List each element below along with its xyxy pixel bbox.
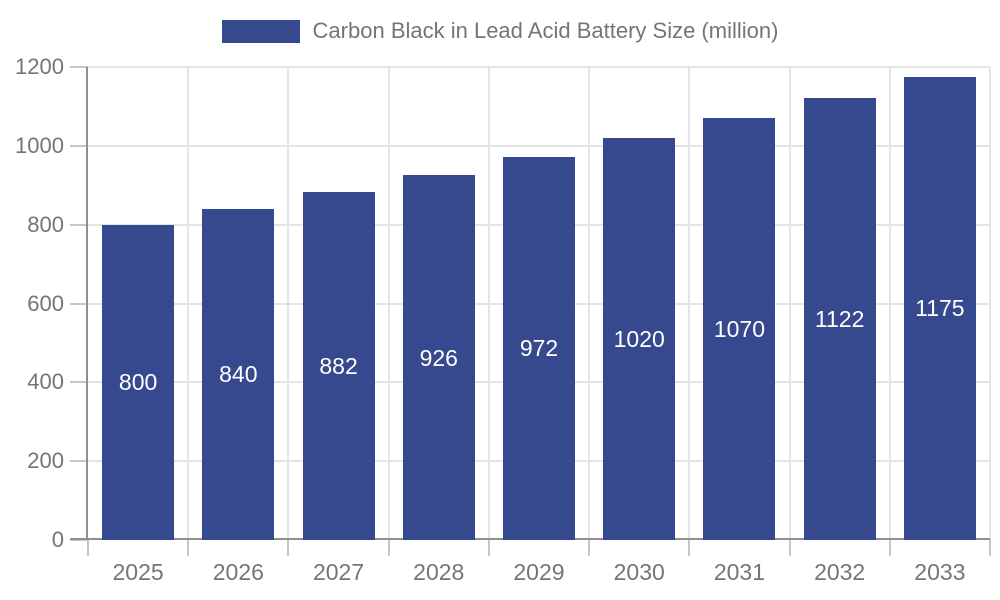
x-tick	[387, 540, 390, 556]
y-gridline	[88, 144, 990, 147]
x-gridline	[888, 67, 891, 540]
y-tick-label: 600	[27, 290, 64, 316]
x-gridline	[989, 67, 991, 540]
x-tick	[87, 540, 89, 556]
y-tick	[70, 302, 88, 305]
bar-2026	[202, 208, 275, 540]
bar-2029	[503, 156, 575, 540]
x-tick	[989, 540, 991, 556]
y-axis-line	[86, 67, 88, 540]
bar-value-label: 1020	[613, 325, 665, 352]
bar-value-label: 1070	[713, 316, 766, 343]
bar-2027	[302, 192, 375, 540]
x-tick	[187, 540, 190, 556]
y-tick-label: 1200	[15, 54, 64, 79]
legend-swatch	[221, 19, 300, 43]
y-tick-label: 0	[51, 527, 64, 552]
bar-2028	[402, 175, 475, 540]
y-tick	[70, 381, 88, 384]
x-tick	[888, 540, 891, 556]
legend-label: Carbon Black in Lead Acid Battery Size (…	[312, 18, 779, 43]
y-tick	[70, 460, 88, 463]
x-gridline	[788, 67, 791, 540]
x-tick-label: 2031	[713, 559, 766, 585]
x-tick-label: 2026	[212, 559, 264, 585]
x-tick-label: 2033	[914, 559, 966, 585]
bar-2031	[703, 118, 776, 540]
x-gridline	[187, 67, 190, 540]
x-tick	[287, 540, 290, 556]
x-tick-label: 2027	[312, 559, 365, 585]
x-tick-label: 2032	[814, 559, 866, 585]
x-gridline	[487, 67, 490, 540]
bar-value-label: 1175	[915, 295, 965, 322]
y-tick	[70, 144, 88, 147]
x-tick	[788, 540, 791, 556]
y-tick	[70, 66, 88, 68]
bar-value-label: 800	[118, 369, 158, 396]
x-tick	[688, 540, 691, 556]
y-tick-label: 400	[27, 369, 64, 395]
x-gridline	[387, 67, 390, 540]
legend: Carbon Black in Lead Acid Battery Size (…	[0, 18, 1000, 44]
bar-value-label: 926	[419, 344, 458, 371]
y-tick-label: 800	[27, 211, 64, 237]
y-tick-label: 1000	[15, 132, 64, 158]
x-tick	[588, 540, 591, 556]
bar-value-label: 882	[319, 353, 358, 380]
x-tick-label: 2025	[112, 559, 164, 585]
bar-2033	[903, 76, 976, 540]
y-gridline	[88, 66, 990, 68]
bar-2030	[603, 137, 676, 540]
bar-value-label: 1122	[814, 305, 865, 332]
x-gridline	[588, 67, 591, 540]
y-tick	[70, 539, 88, 541]
bar-value-label: 840	[219, 361, 258, 388]
x-tick-label: 2030	[613, 559, 665, 585]
x-gridline	[688, 67, 691, 540]
x-tick	[487, 540, 490, 556]
bar-2032	[803, 97, 876, 540]
bar-2025	[102, 224, 175, 540]
bar-value-label: 972	[519, 335, 559, 362]
y-tick	[70, 223, 88, 226]
y-tick-label: 200	[27, 448, 64, 474]
x-gridline	[287, 67, 290, 540]
x-tick-label: 2029	[513, 559, 565, 585]
x-tick-label: 2028	[413, 559, 465, 585]
